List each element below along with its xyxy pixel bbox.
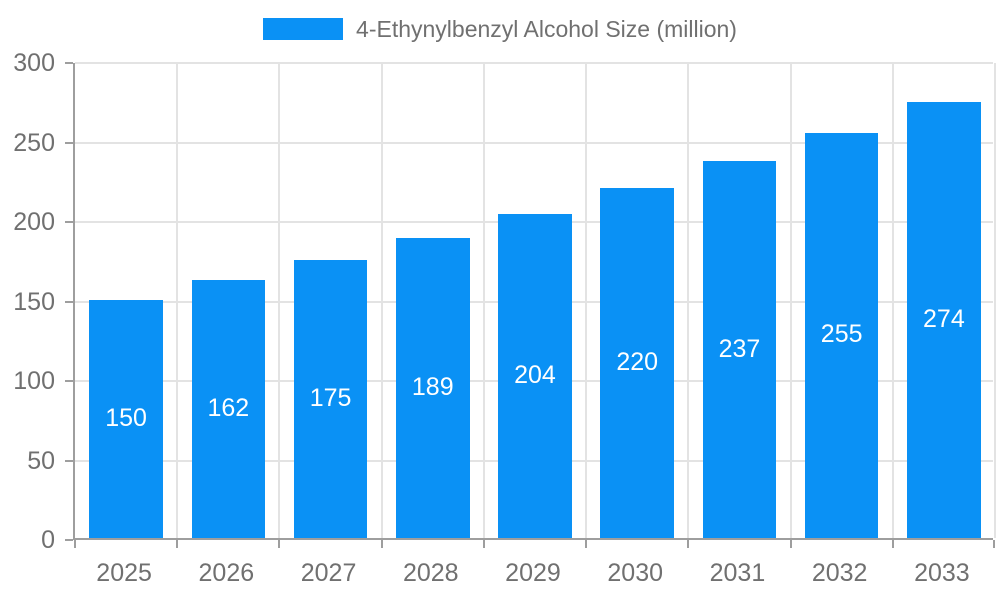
legend-label[interactable]: 4-Ethynylbenzyl Alcohol Size (million) [356,16,737,42]
x-axis-tick-2 [278,540,281,548]
y-axis-tick-50 [65,459,73,462]
v-gridline-2 [278,63,281,538]
v-gridline-9 [994,63,996,538]
x-axis-tick-3 [380,540,383,548]
x-tick-label-2030: 2030 [607,559,664,587]
bar-value-label-2031: 237 [718,334,761,363]
bar-2025[interactable]: 150 [89,299,163,538]
x-axis-tick-7 [789,540,792,548]
v-gridline-6 [687,63,690,538]
x-axis-tick-6 [687,540,690,548]
v-gridline-8 [891,63,894,538]
h-gridline-250 [75,141,993,144]
bar-value-label-2032: 255 [820,320,863,349]
bar-2027[interactable]: 175 [293,259,368,538]
bar-2029[interactable]: 204 [498,213,572,538]
x-tick-label-2027: 2027 [300,559,357,587]
bar-2031[interactable]: 237 [702,161,777,538]
v-gridline-1 [176,63,179,538]
x-axis-tick-1 [176,540,179,548]
x-axis-tick-4 [482,540,485,548]
bar-value-label-2025: 150 [105,403,147,432]
x-axis-tick-9 [993,540,995,548]
x-axis-tick-8 [891,540,894,548]
y-tick-label-300: 300 [13,49,55,77]
x-axis: 2025 2026 2027 2028 2029 2030 2031 2032 2033 [73,558,993,590]
y-tick-label-50: 50 [27,446,55,475]
y-tick-label-250: 250 [13,128,55,157]
bar-value-label-2026: 162 [207,394,250,423]
bar-value-label-2030: 220 [616,348,659,377]
y-tick-label-200: 200 [13,208,55,236]
v-gridline-4 [482,63,485,538]
bar-2026[interactable]: 162 [191,280,266,538]
y-tick-label-100: 100 [13,367,55,395]
y-axis-tick-150 [65,300,73,303]
y-axis-tick-0 [65,539,73,541]
y-tick-label-0: 0 [41,526,55,554]
bar-2032[interactable]: 255 [804,132,879,538]
x-tick-label-2031: 2031 [709,559,766,587]
x-axis-tick-5 [585,540,588,548]
x-tick-label-2033: 2033 [914,559,970,587]
legend-swatch[interactable] [263,18,344,40]
x-axis-tick-0 [74,540,76,548]
bar-value-label-2029: 204 [514,360,556,389]
legend: 4-Ethynylbenzyl Alcohol Size (million) [0,16,1000,42]
x-tick-label-2026: 2026 [198,559,255,587]
plot-area: 150 162 175 189 204 220 237 255 274 [65,62,996,548]
v-gridline-7 [789,63,792,538]
h-gridline-300 [75,62,993,64]
y-tick-label-150: 150 [13,287,55,316]
y-axis-tick-200 [65,221,73,223]
bar-value-label-2033: 274 [923,305,965,334]
y-axis: 0 50 100 150 200 250 300 [0,51,55,553]
y-axis-tick-300 [65,62,73,64]
bar-2028[interactable]: 189 [395,237,470,538]
x-tick-label-2025: 2025 [96,559,152,587]
y-axis-tick-250 [65,141,73,144]
v-gridline-3 [380,63,383,538]
x-tick-label-2028: 2028 [402,559,459,587]
bar-value-label-2028: 189 [411,372,454,401]
x-tick-label-2032: 2032 [811,559,868,587]
v-gridline-5 [585,63,588,538]
bar-value-label-2027: 175 [309,383,352,412]
y-axis-tick-100 [65,380,73,382]
bar-2033[interactable]: 274 [907,102,981,538]
x-tick-label-2029: 2029 [505,559,561,587]
bar-2030[interactable]: 220 [600,188,675,538]
